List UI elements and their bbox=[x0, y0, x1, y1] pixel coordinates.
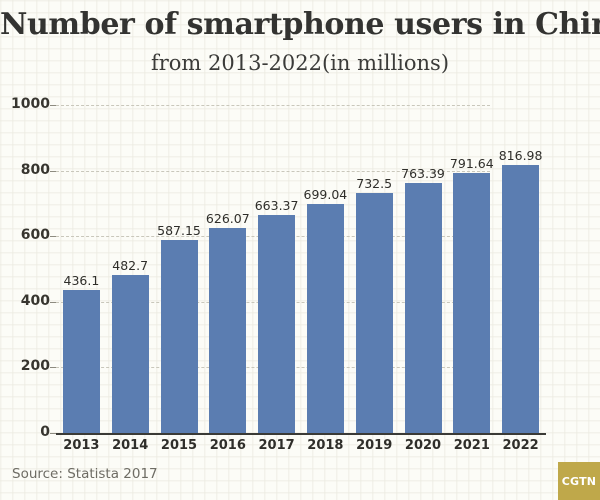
y-axis-tick-label: 400 bbox=[20, 292, 50, 309]
bar[interactable] bbox=[453, 173, 491, 433]
chart-subtitle: from 2013-2022(in millions) bbox=[150, 51, 450, 75]
bar-value-label: 587.15 bbox=[157, 223, 201, 239]
bar-value-label: 763.39 bbox=[401, 165, 445, 181]
bar[interactable] bbox=[306, 203, 344, 433]
bar-value-label: 816.98 bbox=[498, 148, 543, 164]
bar[interactable] bbox=[404, 182, 442, 433]
y-axis-tick bbox=[50, 236, 56, 238]
x-axis-tick-label: 2013 bbox=[63, 438, 100, 453]
bar[interactable] bbox=[209, 227, 247, 433]
y-axis-tick bbox=[50, 433, 56, 434]
y-axis-tick-label: 1000 bbox=[11, 96, 50, 112]
y-axis-tick-label: 0 bbox=[40, 424, 50, 440]
chart-title: Number of smartphone users in China bbox=[0, 7, 600, 42]
cgtn-logo: CGTN bbox=[558, 462, 600, 500]
y-axis-tick-label: 200 bbox=[20, 358, 50, 375]
bar[interactable] bbox=[355, 192, 393, 433]
x-axis-tick-label: 2018 bbox=[307, 438, 344, 453]
bar[interactable] bbox=[62, 289, 100, 433]
y-axis-tick bbox=[50, 105, 56, 106]
bar-value-label: 482.7 bbox=[112, 257, 149, 273]
bar-value-label: 436.1 bbox=[63, 272, 100, 288]
bar[interactable] bbox=[111, 274, 149, 433]
gridline bbox=[56, 105, 490, 106]
x-axis-tick-label: 2014 bbox=[112, 438, 149, 453]
bar[interactable] bbox=[160, 240, 198, 433]
y-axis-tick-label: 600 bbox=[20, 227, 50, 244]
x-axis-tick-label: 2015 bbox=[160, 438, 198, 453]
y-axis-tick bbox=[50, 367, 56, 369]
y-axis-tick bbox=[50, 301, 56, 303]
bar[interactable] bbox=[258, 215, 296, 433]
bar-value-label: 626.07 bbox=[205, 210, 250, 226]
bar-value-label: 663.37 bbox=[254, 198, 299, 214]
bar-value-label: 699.04 bbox=[303, 186, 348, 202]
gridline bbox=[56, 170, 490, 172]
bar[interactable] bbox=[502, 165, 540, 433]
plot-area: 436.1 482.7 587.15 626.07 663.37 699.04 732.5 7… bbox=[56, 105, 590, 433]
y-axis-tick-label: 800 bbox=[20, 161, 50, 178]
x-axis-line bbox=[56, 433, 546, 435]
x-axis-tick-label: 2017 bbox=[258, 438, 295, 453]
x-axis-tick-label: 2020 bbox=[404, 438, 442, 453]
source-note: Source: Statista 2017 bbox=[12, 466, 158, 482]
y-axis-tick bbox=[50, 170, 56, 172]
x-axis-tick-label: 2021 bbox=[453, 438, 490, 453]
x-axis-tick-label: 2019 bbox=[356, 438, 393, 453]
x-axis-tick-label: 2022 bbox=[502, 438, 539, 453]
bar-value-label: 791.64 bbox=[449, 156, 494, 172]
bar-value-label: 732.5 bbox=[356, 175, 393, 191]
x-axis-tick-label: 2016 bbox=[209, 438, 246, 453]
